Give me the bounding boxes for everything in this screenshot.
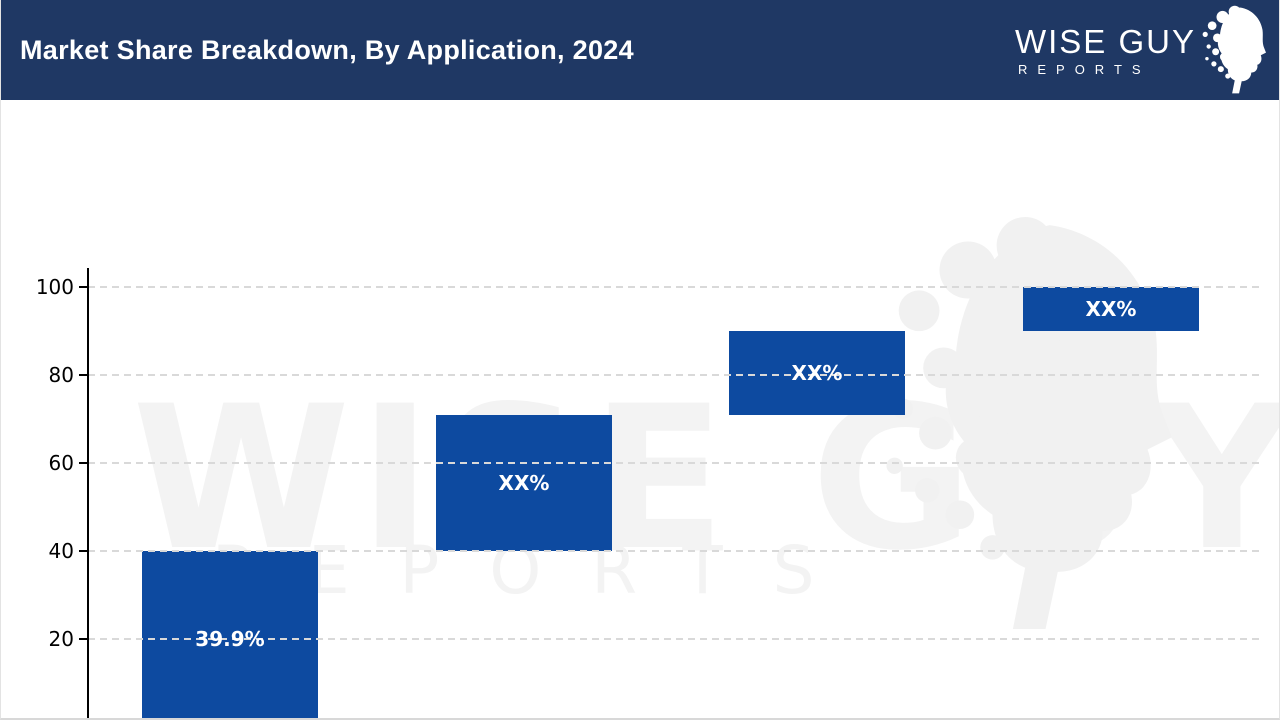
y-tick-mark-20: [79, 638, 88, 640]
gridline-60: [88, 462, 1263, 464]
logo-text: WISE GUY REPORTS: [1015, 25, 1196, 76]
bar-value-label-2: XX%: [498, 471, 550, 496]
plot: 02040608010039.9%Hematopoietic StemCell …: [0, 100, 1280, 720]
bar-value-label-3: XX%: [791, 361, 843, 386]
bar-value-label-1: 39.9%: [195, 627, 265, 652]
y-axis-line: [87, 268, 89, 720]
header: Market Share Breakdown, By Application, …: [0, 0, 1280, 100]
page-title: Market Share Breakdown, By Application, …: [20, 34, 634, 65]
gridline-100: [88, 286, 1263, 288]
y-tick-mark-80: [79, 374, 88, 376]
bar-value-label-4: XX%: [1085, 297, 1137, 321]
y-tick-mark-100: [79, 286, 88, 288]
wiseguy-logo: WISE GUY REPORTS: [1015, 4, 1266, 96]
bar-segment-1: [142, 551, 318, 720]
logo-wordmark: WISE GUY: [1014, 22, 1196, 60]
y-tick-mark-60: [79, 462, 88, 464]
gridline-80: [88, 374, 1263, 376]
y-tick-mark-40: [79, 550, 88, 552]
wiseguy-head-icon: [1200, 4, 1266, 96]
y-tick-label-100: 100: [35, 275, 74, 299]
bar-segment-3: [729, 331, 905, 416]
logo-subtext: REPORTS: [1017, 61, 1151, 77]
gridline-20: [88, 638, 1263, 640]
y-tick-label-20: 20: [48, 627, 74, 651]
gridline-40: [88, 550, 1263, 552]
y-tick-label-60: 60: [48, 451, 74, 475]
y-tick-label-40: 40: [48, 539, 74, 563]
y-tick-label-80: 80: [48, 363, 74, 387]
chart-area: WISE GUY REPORTS 02040608010039.9%Hemato…: [0, 100, 1280, 720]
bar-segment-2: [436, 415, 612, 552]
y-tick-label-0: 0: [14, 715, 74, 720]
bar-segment-4: [1023, 287, 1199, 331]
